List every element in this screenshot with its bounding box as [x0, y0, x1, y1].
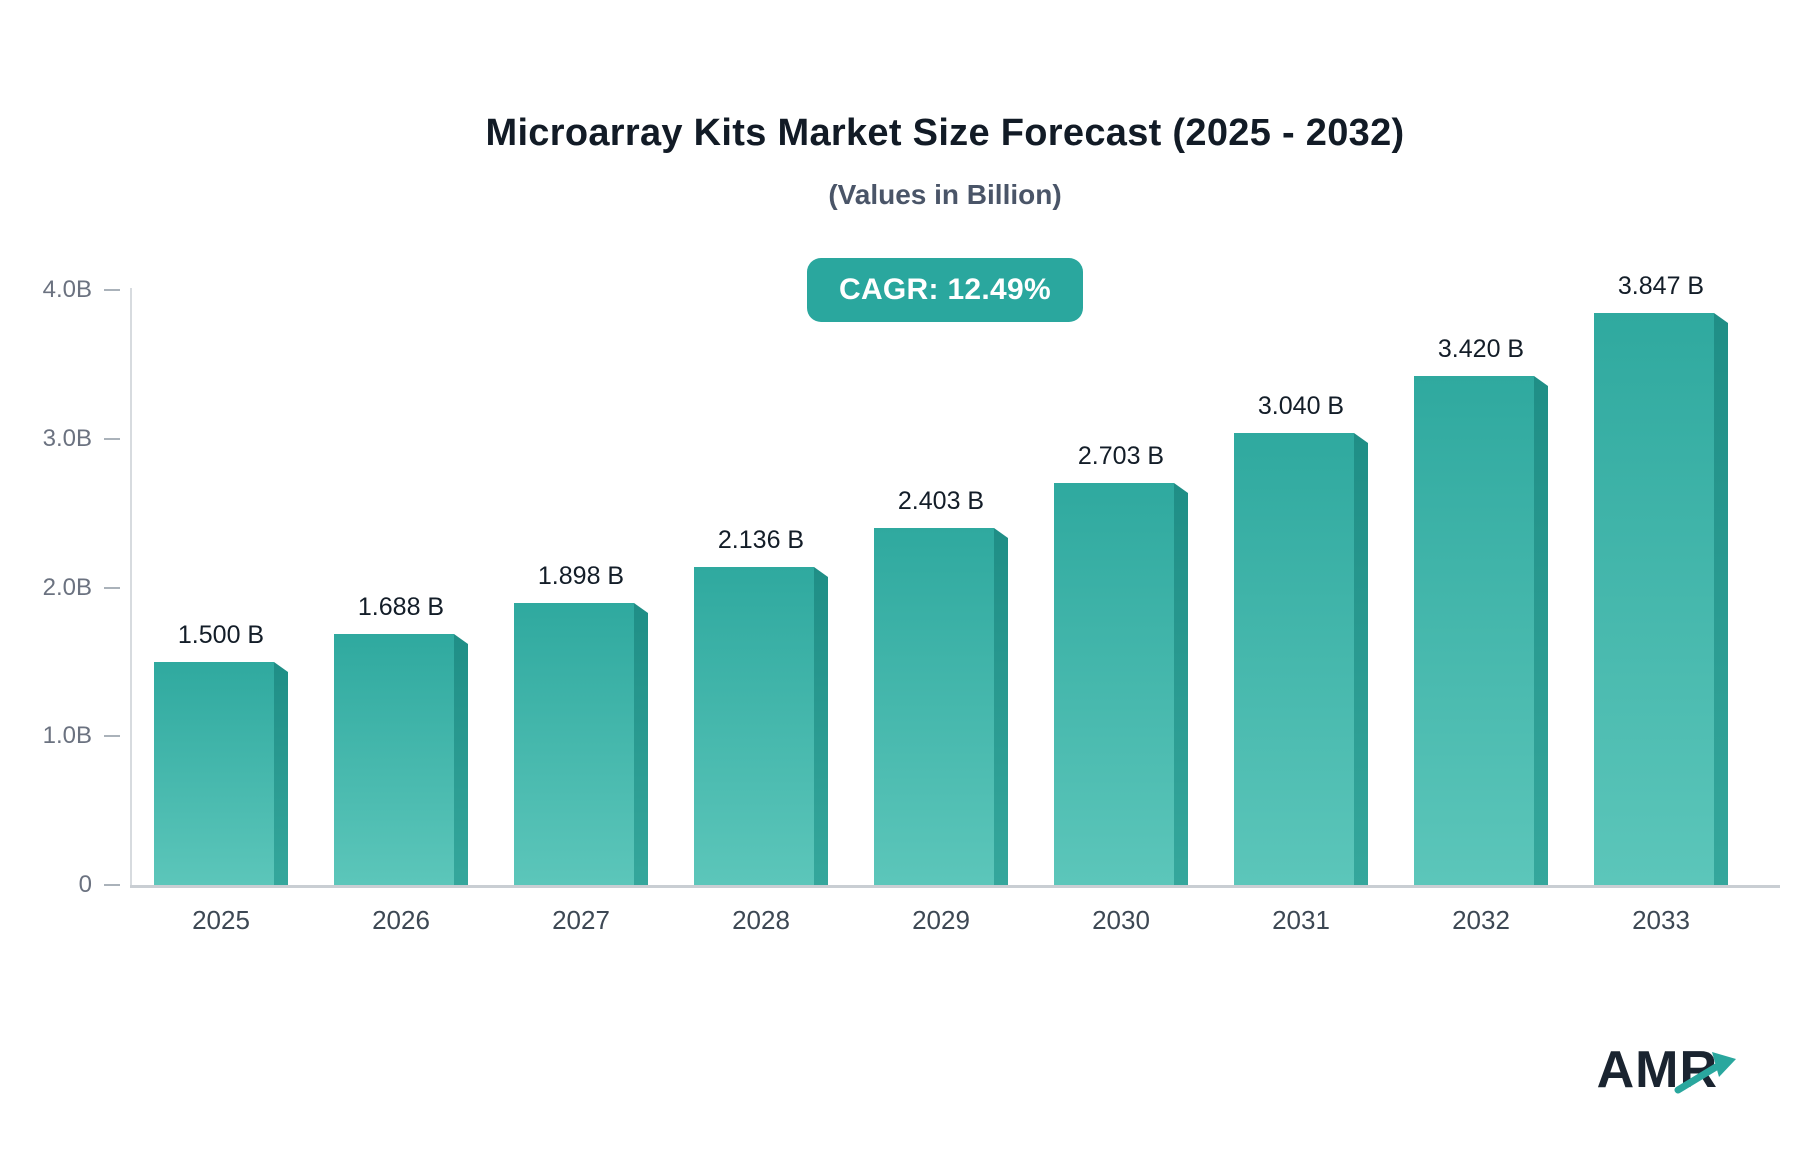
- x-axis-label: 2033: [1632, 905, 1690, 935]
- x-axis-label: 2029: [912, 905, 970, 935]
- bar: [694, 567, 828, 885]
- bar-value-label: 2.703 B: [1077, 442, 1165, 470]
- bar-side-shade: [814, 567, 828, 885]
- bar-column-2033: 3.847 B 2033: [1594, 272, 1728, 935]
- cagr-badge: CAGR: 12.49%: [806, 258, 1083, 322]
- y-tick-label: 4.0B: [42, 276, 92, 303]
- bar-face: [874, 528, 994, 885]
- cagr-badge-wrap: CAGR: 12.49%: [130, 258, 1760, 322]
- bar: [514, 603, 648, 885]
- y-tick-mark: [104, 884, 120, 886]
- bar-column-2031: 3.040 B 2031: [1234, 290, 1368, 935]
- y-tick-mark: [104, 735, 120, 738]
- chart-subtitle: (Values in Billion): [828, 179, 1062, 210]
- bar-value-label: 2.403 B: [897, 487, 985, 515]
- bar-value-label: 3.420 B: [1437, 335, 1525, 363]
- bar-column-2025: 1.500 B 2025: [154, 290, 288, 935]
- x-axis-label: 2030: [1092, 905, 1150, 935]
- y-tick-label: 0: [78, 871, 92, 898]
- bar-face: [1234, 433, 1354, 885]
- chart-title: Microarray Kits Market Size Forecast (20…: [485, 112, 1405, 154]
- bar: [874, 528, 1008, 885]
- logo-text: AMR: [1596, 1041, 1718, 1099]
- bar-face: [1414, 376, 1534, 885]
- plot-area: 1.500 B 2025 1.688 B 2026 1.898 B 2027 2.136 B…: [154, 272, 1728, 935]
- x-axis-label: 2032: [1452, 905, 1510, 935]
- bar-value-label: 1.688 B: [357, 593, 445, 621]
- x-axis-label: 2025: [192, 905, 250, 935]
- y-tick-3.0B: 3.0B: [43, 425, 120, 453]
- y-tick-label: 2.0B: [42, 573, 92, 601]
- bar-value-label: 1.500 B: [177, 621, 265, 649]
- y-tick-4.0B: 4.0B: [43, 276, 120, 304]
- amr-logo: AMR: [1596, 1040, 1736, 1100]
- bar-value-label: 3.040 B: [1257, 392, 1345, 420]
- y-tick-0: 0: [79, 871, 120, 899]
- bar-column-2030: 2.703 B 2030: [1054, 290, 1188, 935]
- bar-column-2029: 2.403 B 2029: [874, 290, 1008, 935]
- bar-column-2028: 2.136 B 2028: [694, 290, 828, 935]
- chart-header: Microarray Kits Market Size Forecast (20…: [130, 112, 1760, 211]
- bar-column-2032: 3.420 B 2032: [1414, 290, 1548, 935]
- bar-side-shade: [1714, 313, 1728, 885]
- x-axis-label: 2028: [732, 905, 790, 935]
- y-tick-1.0B: 1.0B: [43, 722, 120, 750]
- y-tick-2.0B: 2.0B: [43, 574, 120, 602]
- bar-side-shade: [454, 634, 468, 885]
- bar-face: [1054, 483, 1174, 885]
- bar: [334, 634, 468, 885]
- y-tick-label: 3.0B: [42, 424, 92, 452]
- bar-face: [694, 567, 814, 885]
- logo-arrow-icon: [1674, 1052, 1736, 1094]
- x-axis-line: [130, 885, 1780, 888]
- y-axis: 4.0B 3.0B 2.0B 1.0B 0: [0, 276, 120, 898]
- bar: [1594, 313, 1728, 885]
- y-tick-mark: [104, 586, 120, 589]
- x-axis-label: 2031: [1272, 905, 1330, 935]
- bar-value-label: 3.847 B: [1617, 272, 1705, 300]
- bar-face: [334, 634, 454, 885]
- y-tick-mark: [104, 289, 120, 291]
- bar: [1054, 483, 1188, 885]
- y-axis-line: [130, 288, 132, 887]
- bar: [154, 662, 288, 885]
- bar-column-2026: 1.688 B 2026: [334, 290, 468, 935]
- bar-side-shade: [634, 603, 648, 885]
- bar-value-label: 1.898 B: [537, 562, 625, 590]
- bar-value-label: 2.136 B: [717, 526, 805, 554]
- bar-column-2027: 1.898 B 2027: [514, 290, 648, 935]
- x-axis-label: 2026: [372, 905, 430, 935]
- bar-side-shade: [1354, 433, 1368, 885]
- bar-face: [514, 603, 634, 885]
- bar: [1414, 376, 1548, 885]
- bar-side-shade: [994, 528, 1008, 885]
- y-tick-label: 1.0B: [42, 722, 92, 750]
- bar-face: [154, 662, 274, 885]
- bar-side-shade: [1534, 376, 1548, 885]
- bar: [1234, 433, 1368, 885]
- y-tick-mark: [104, 437, 120, 440]
- x-axis-label: 2027: [552, 905, 610, 935]
- bar-face: [1594, 313, 1714, 885]
- bar-side-shade: [1174, 483, 1188, 885]
- bar-side-shade: [274, 662, 288, 885]
